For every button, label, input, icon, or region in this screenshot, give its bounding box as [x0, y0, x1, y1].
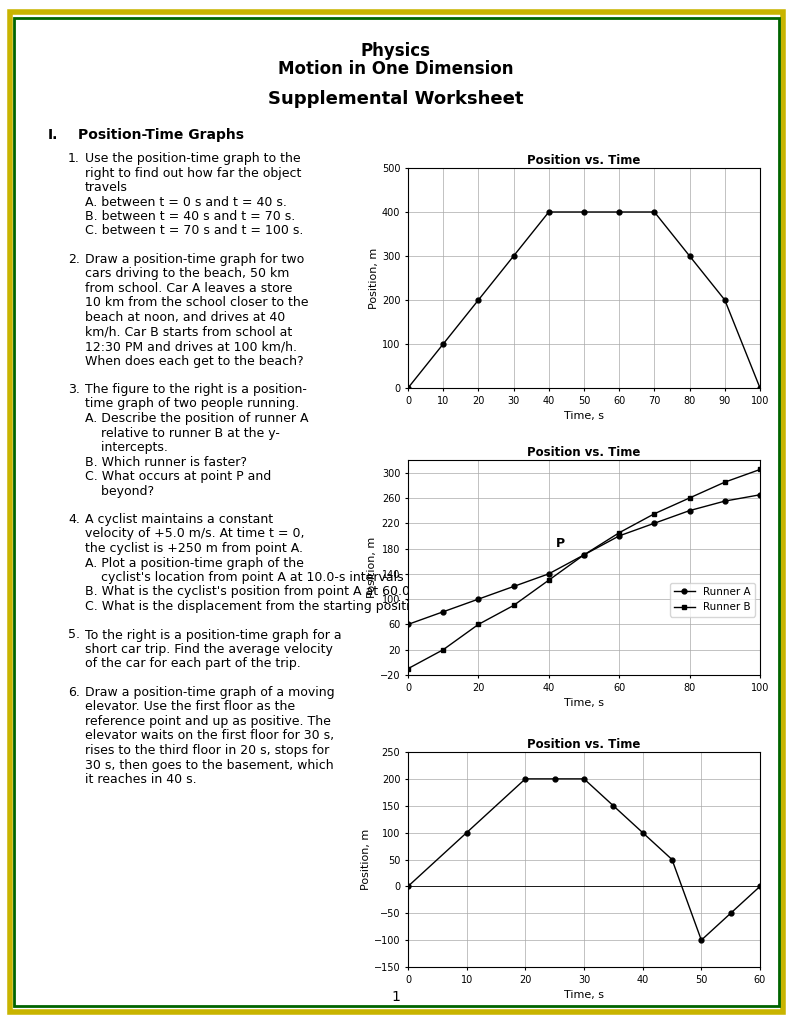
Text: Motion in One Dimension: Motion in One Dimension	[278, 60, 514, 78]
Text: from school. Car A leaves a store: from school. Car A leaves a store	[85, 282, 293, 295]
Title: Position vs. Time: Position vs. Time	[527, 154, 641, 167]
Text: Draw a position-time graph for two: Draw a position-time graph for two	[85, 253, 305, 266]
Text: the cyclist is +250 m from point A.: the cyclist is +250 m from point A.	[85, 542, 303, 555]
Text: of the car for each part of the trip.: of the car for each part of the trip.	[85, 657, 301, 671]
Title: Position vs. Time: Position vs. Time	[527, 738, 641, 751]
Legend: Runner A, Runner B: Runner A, Runner B	[669, 583, 755, 616]
Text: 1.: 1.	[68, 152, 80, 165]
Text: C. between t = 70 s and t = 100 s.: C. between t = 70 s and t = 100 s.	[85, 224, 304, 238]
Y-axis label: Position, m: Position, m	[369, 248, 379, 308]
Runner A	[579, 549, 588, 561]
Text: Position-Time Graphs: Position-Time Graphs	[78, 128, 244, 142]
Text: rises to the third floor in 20 s, stops for: rises to the third floor in 20 s, stops …	[85, 744, 329, 757]
Text: A. Describe the position of runner A: A. Describe the position of runner A	[85, 412, 308, 425]
Runner A	[649, 517, 659, 529]
Text: 6.: 6.	[68, 686, 80, 699]
Text: B. between t = 40 s and t = 70 s.: B. between t = 40 s and t = 70 s.	[85, 210, 295, 223]
Text: 10 km from the school closer to the: 10 km from the school closer to the	[85, 297, 308, 309]
Text: beyond?: beyond?	[85, 484, 154, 498]
Text: travels: travels	[85, 181, 128, 194]
Text: time graph of two people running.: time graph of two people running.	[85, 397, 299, 411]
Text: short car trip. Find the average velocity: short car trip. Find the average velocit…	[85, 643, 333, 656]
Runner A	[615, 529, 624, 542]
Text: 3.: 3.	[68, 383, 80, 396]
X-axis label: Time, s: Time, s	[564, 412, 604, 421]
Runner B	[615, 526, 624, 539]
Runner B	[579, 549, 588, 561]
Text: 12:30 PM and drives at 100 km/h.: 12:30 PM and drives at 100 km/h.	[85, 340, 297, 353]
Text: The figure to the right is a position-: The figure to the right is a position-	[85, 383, 307, 396]
Y-axis label: Position, m: Position, m	[367, 537, 377, 598]
Text: 4.: 4.	[68, 513, 80, 526]
Text: 30 s, then goes to the basement, which: 30 s, then goes to the basement, which	[85, 759, 334, 771]
Text: To the right is a position-time graph for a: To the right is a position-time graph fo…	[85, 629, 342, 641]
Runner A	[544, 567, 554, 580]
Text: A. Plot a position-time graph of the: A. Plot a position-time graph of the	[85, 556, 304, 569]
Runner B	[439, 643, 448, 655]
Text: km/h. Car B starts from school at: km/h. Car B starts from school at	[85, 326, 293, 339]
Text: cyclist's location from point A at 10.0-s intervals for 60.0 s.: cyclist's location from point A at 10.0-…	[85, 571, 471, 584]
Text: intercepts.: intercepts.	[85, 441, 168, 454]
Text: elevator waits on the first floor for 30 s,: elevator waits on the first floor for 30…	[85, 729, 334, 742]
Text: 1: 1	[392, 990, 400, 1004]
Title: Position vs. Time: Position vs. Time	[527, 445, 641, 459]
Text: reference point and up as positive. The: reference point and up as positive. The	[85, 715, 331, 728]
Runner A	[404, 618, 413, 631]
Text: When does each get to the beach?: When does each get to the beach?	[85, 354, 304, 368]
Text: C. What occurs at point P and: C. What occurs at point P and	[85, 470, 271, 483]
Text: B. What is the cyclist's position from point A at 60.0 s?: B. What is the cyclist's position from p…	[85, 586, 427, 598]
X-axis label: Time, s: Time, s	[564, 698, 604, 709]
Runner B	[649, 508, 659, 520]
Runner B	[544, 574, 554, 587]
Line: Runner B: Runner B	[405, 467, 762, 671]
Runner A	[509, 581, 519, 593]
Text: B. Which runner is faster?: B. Which runner is faster?	[85, 456, 247, 469]
Text: Physics: Physics	[361, 42, 431, 60]
Text: cars driving to the beach, 50 km: cars driving to the beach, 50 km	[85, 267, 289, 281]
X-axis label: Time, s: Time, s	[564, 990, 604, 1000]
Text: C. What is the displacement from the starting position at 60.0 s?: C. What is the displacement from the sta…	[85, 600, 491, 613]
Text: 2.: 2.	[68, 253, 80, 266]
Text: I.: I.	[48, 128, 59, 142]
Runner A	[473, 593, 483, 605]
Runner B	[720, 476, 730, 488]
Line: Runner A: Runner A	[405, 493, 762, 627]
Runner A	[439, 605, 448, 617]
Runner B	[755, 463, 764, 475]
Runner B	[509, 599, 519, 611]
Text: velocity of +5.0 m/s. At time t = 0,: velocity of +5.0 m/s. At time t = 0,	[85, 527, 305, 541]
Text: P: P	[556, 538, 565, 550]
Text: elevator. Use the first floor as the: elevator. Use the first floor as the	[85, 700, 295, 714]
Text: 5.: 5.	[68, 629, 80, 641]
Text: right to find out how far the object: right to find out how far the object	[85, 167, 301, 179]
Text: it reaches in 40 s.: it reaches in 40 s.	[85, 773, 197, 786]
Text: Supplemental Worksheet: Supplemental Worksheet	[268, 90, 523, 108]
Runner B	[685, 492, 695, 504]
Text: relative to runner B at the y-: relative to runner B at the y-	[85, 427, 280, 439]
Text: A. between t = 0 s and t = 40 s.: A. between t = 0 s and t = 40 s.	[85, 196, 287, 209]
Text: A cyclist maintains a constant: A cyclist maintains a constant	[85, 513, 273, 526]
Runner B	[404, 663, 413, 675]
Y-axis label: Position, m: Position, m	[361, 828, 371, 890]
Text: Draw a position-time graph of a moving: Draw a position-time graph of a moving	[85, 686, 335, 699]
Runner A	[720, 495, 730, 507]
Runner A	[685, 505, 695, 517]
Runner B	[473, 618, 483, 631]
Text: beach at noon, and drives at 40: beach at noon, and drives at 40	[85, 311, 285, 324]
Text: Use the position-time graph to the: Use the position-time graph to the	[85, 152, 301, 165]
Runner A	[755, 488, 764, 501]
